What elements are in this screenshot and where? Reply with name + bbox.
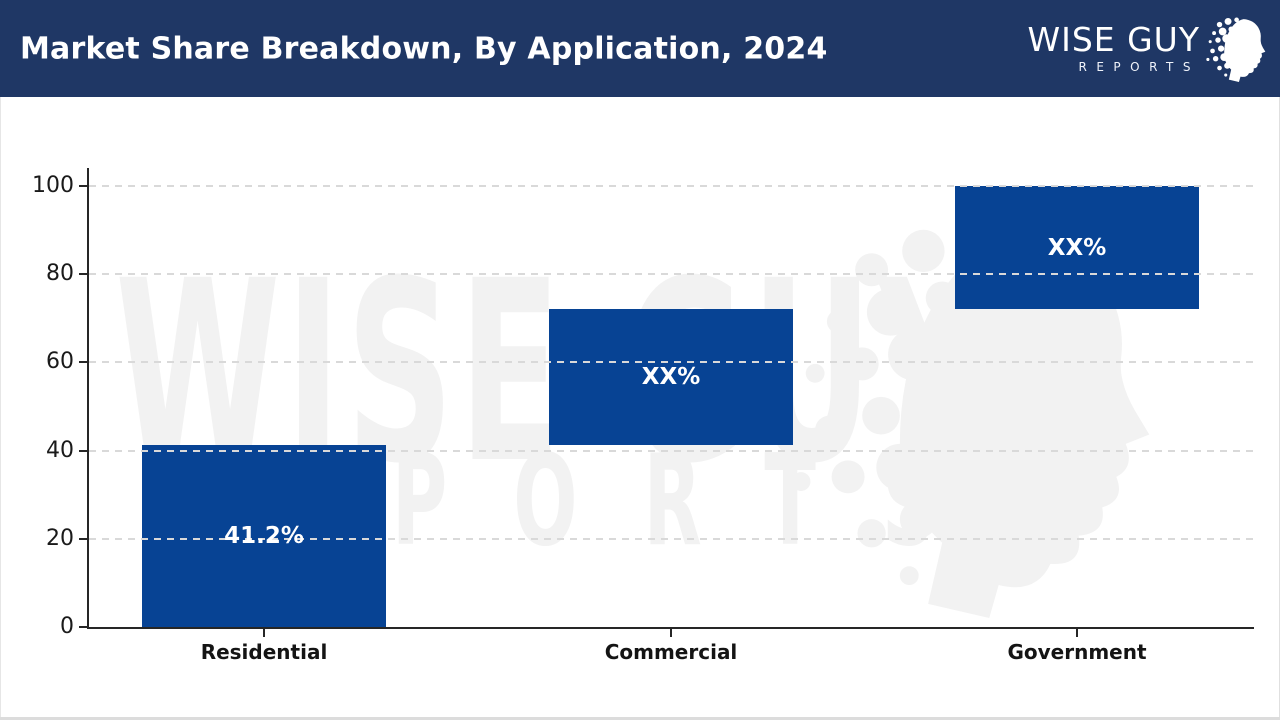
- y-tick-label: 60: [46, 349, 74, 375]
- x-tick-mark: [1076, 629, 1078, 637]
- x-axis-label: Commercial: [604, 640, 738, 664]
- bar-value-label: 41.2%: [224, 523, 304, 550]
- y-axis-spine: [87, 168, 89, 629]
- y-tick-mark: [79, 273, 88, 276]
- y-tick-mark: [79, 449, 88, 452]
- gridline: [89, 273, 1256, 276]
- y-tick-label: 0: [60, 614, 74, 639]
- header-bar: Market Share Breakdown, By Application, …: [0, 0, 1280, 97]
- x-tick-mark: [670, 629, 672, 637]
- bar-value-label: XX%: [1047, 234, 1107, 261]
- gridline: [89, 185, 1256, 187]
- logo-wordmark: WISE GUY: [1027, 20, 1200, 59]
- x-axis-spine: [87, 627, 1254, 629]
- logo-face-icon: [1204, 9, 1270, 89]
- logo-text: WISE GUY REPORTS: [1027, 23, 1200, 74]
- x-tick-mark: [263, 629, 265, 637]
- y-tick-label: 40: [46, 437, 74, 463]
- y-tick-mark: [79, 537, 88, 540]
- y-tick-label: 20: [46, 525, 74, 551]
- y-tick-label: 80: [46, 261, 74, 287]
- y-tick-mark: [79, 361, 88, 364]
- bar: [549, 309, 793, 446]
- y-tick-mark: [79, 626, 88, 628]
- gridline: [89, 361, 1256, 364]
- x-axis-label: Residential: [200, 640, 328, 664]
- logo-reports-text: REPORTS: [1078, 60, 1200, 74]
- page-title: Market Share Breakdown, By Application, …: [20, 31, 828, 66]
- gridline: [89, 449, 1256, 452]
- wise-guy-logo: WISE GUY REPORTS: [1027, 6, 1270, 91]
- y-tick-label: 100: [32, 173, 74, 198]
- gridline: [89, 537, 1256, 540]
- x-axis-label: Government: [1007, 640, 1147, 664]
- bar-value-label: XX%: [641, 364, 701, 391]
- bar: [142, 445, 386, 627]
- y-tick-mark: [79, 185, 88, 187]
